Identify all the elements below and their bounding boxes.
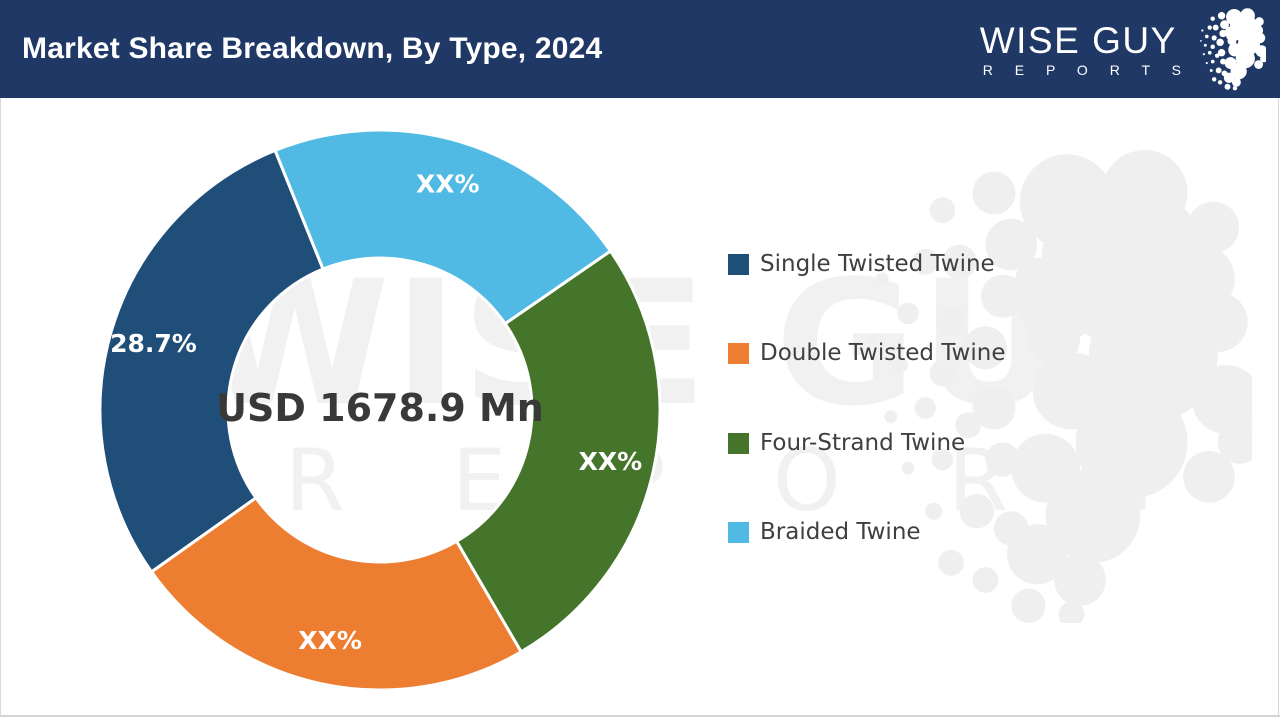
- logo-wordmark: WISE GUY: [979, 19, 1177, 61]
- legend-item: Four-Strand Twine: [728, 429, 1006, 456]
- legend-item: Double Twisted Twine: [728, 340, 1006, 367]
- page-border-left: [0, 98, 1, 716]
- legend-swatch: [728, 522, 749, 544]
- brand-logo-text: WISE GUY R E P O R T S: [980, 22, 1190, 77]
- legend-label: Single Twisted Twine: [760, 251, 995, 277]
- logo-face-icon: [1199, 8, 1266, 91]
- page-title: Market Share Breakdown, By Type, 2024: [22, 32, 603, 65]
- legend-label: Four-Strand Twine: [760, 429, 966, 456]
- slice-value-label: 28.7%: [110, 329, 197, 358]
- slice-value-label: XX%: [298, 626, 362, 655]
- legend-item: Single Twisted Twine: [728, 251, 1006, 277]
- legend-label: Double Twisted Twine: [760, 340, 1006, 367]
- page-border-bottom: [0, 715, 1280, 717]
- page-border-right: [1278, 98, 1279, 716]
- legend-swatch: [728, 254, 749, 276]
- brand-logo: WISE GUY R E P O R T S: [980, 7, 1266, 91]
- legend-swatch: [728, 432, 749, 454]
- header: Market Share Breakdown, By Type, 2024 WI…: [0, 0, 1280, 98]
- legend-swatch: [728, 343, 749, 365]
- legend-label: Braided Twine: [760, 518, 921, 545]
- slice-value-label: XX%: [416, 170, 480, 199]
- chart-legend: Single Twisted Twine Double Twisted Twine…: [728, 251, 1006, 545]
- legend-item: Braided Twine: [728, 518, 1006, 545]
- logo-subtext: R E P O R T S: [982, 61, 1190, 78]
